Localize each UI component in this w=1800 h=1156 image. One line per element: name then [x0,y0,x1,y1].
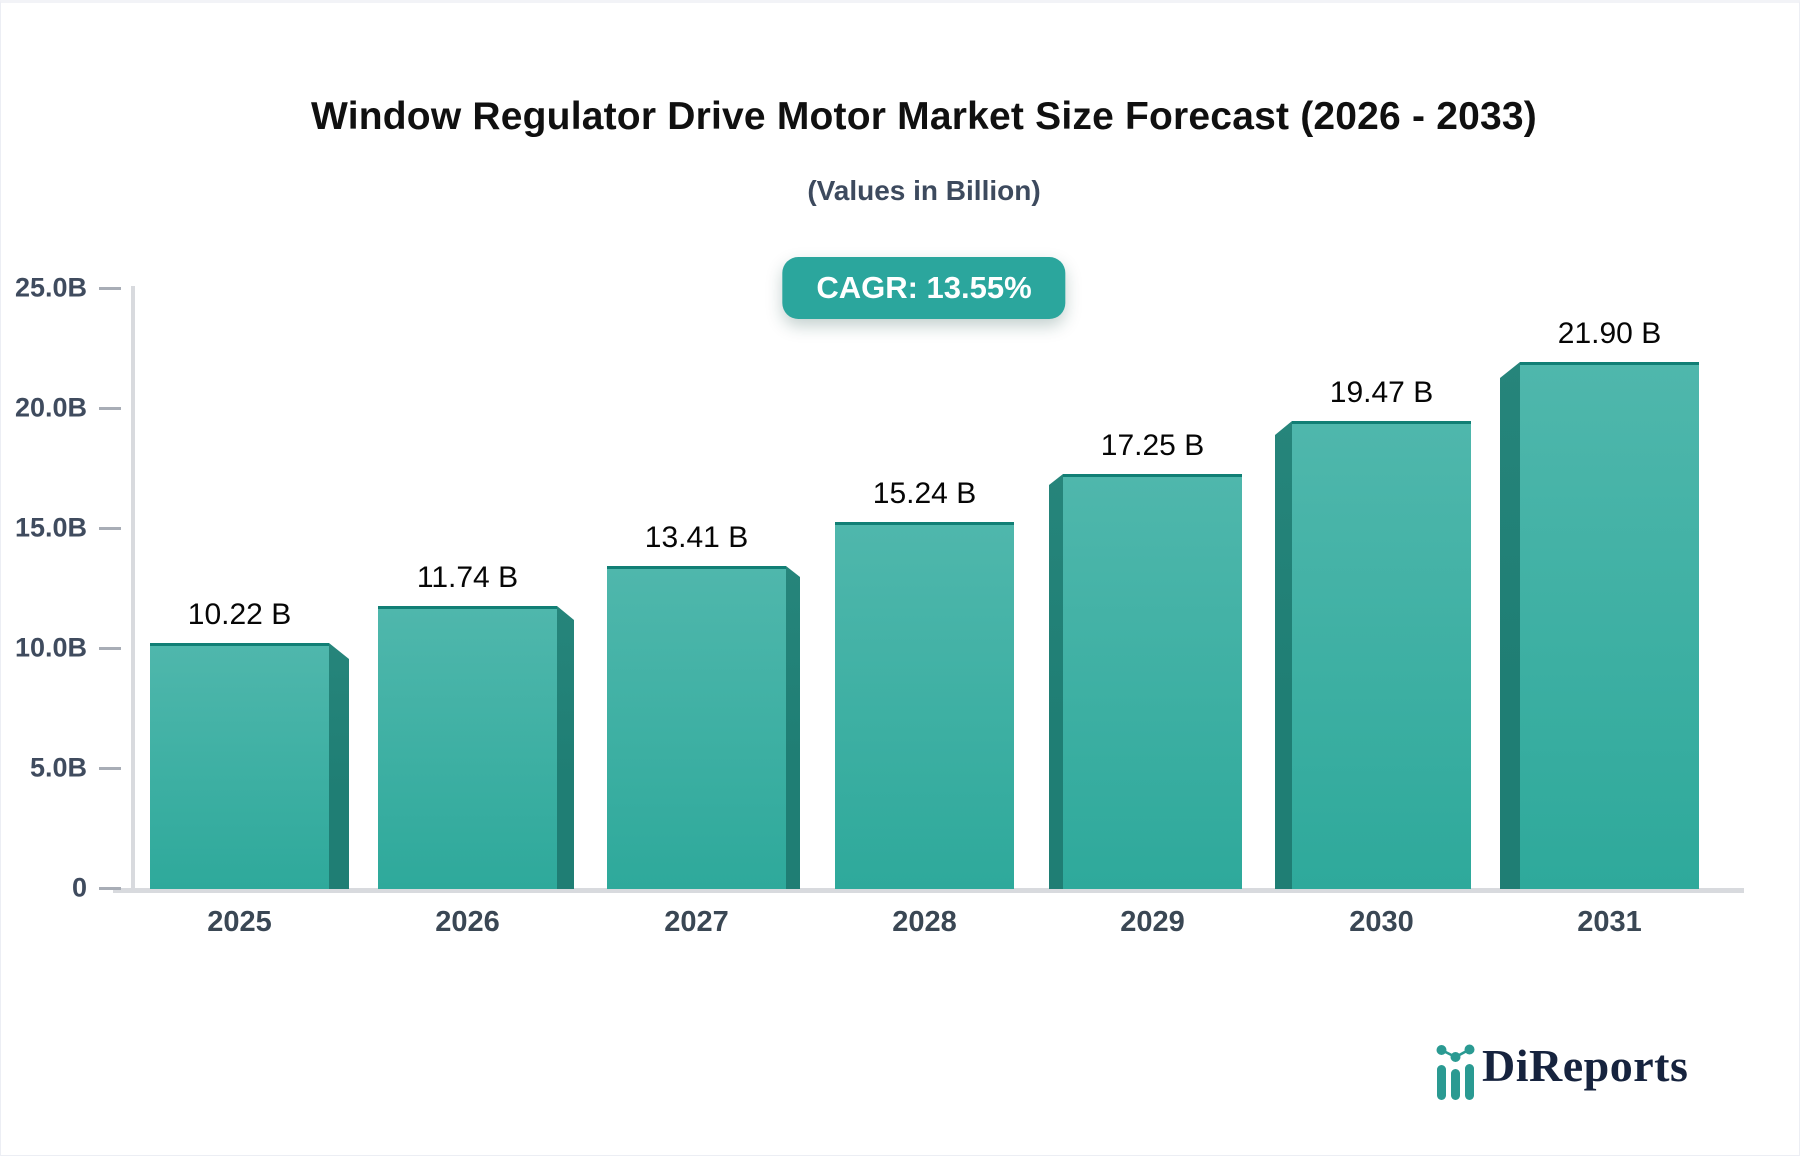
bar-2025[interactable] [150,643,329,889]
bar-2028[interactable] [835,522,1014,889]
cagr-badge: CAGR: 13.55% [782,257,1066,319]
y-axis-tick [99,287,121,290]
bar-value-label: 11.74 B [416,561,519,594]
bar-2027[interactable] [607,566,786,889]
bar-2030[interactable] [1292,421,1471,889]
bar-2031[interactable] [1520,362,1699,889]
y-axis-tick [99,527,121,530]
bar-side-face [786,566,800,889]
direports-logo: DiReports [1436,1036,1688,1102]
y-axis-tick [99,767,121,770]
bar-2026[interactable] [378,606,557,889]
logo-text: DiReports [1482,1040,1689,1091]
y-axis-tick-label: 10.0B [14,632,87,663]
chart-title: Window Regulator Drive Motor Market Size… [311,95,1537,138]
y-axis-tick-label: 20.0B [14,392,87,423]
bar-value-label: 15.24 B [872,477,977,510]
bar-value-label: 21.90 B [1557,317,1662,350]
x-axis-label: 2026 [435,906,500,938]
x-axis-label: 2025 [207,906,272,938]
chart-subtitle: (Values in Billion) [807,175,1041,206]
x-axis-label: 2030 [1349,906,1414,938]
x-axis-label: 2029 [1120,906,1185,938]
bar-value-label: 13.41 B [644,521,749,554]
y-axis-line [131,286,135,893]
x-axis-line [113,888,1744,893]
y-axis-tick [99,407,121,410]
y-axis-tick-label: 15.0B [14,512,87,543]
bar-2029[interactable] [1063,474,1242,889]
bar-value-label: 19.47 B [1329,376,1434,409]
y-axis-tick [99,647,121,650]
plot-area: 0 5.0B 10.0B 15.0B 20.0B 25.0B 10.22 B 2025 11.7… [1,3,1799,1155]
x-axis-label: 2027 [664,906,729,938]
bar-side-face [557,606,574,889]
y-axis-tick-label: 0 [71,872,87,903]
y-axis-tick [99,887,121,890]
x-axis-label: 2028 [892,906,957,938]
bar-value-label: 10.22 B [187,598,292,631]
bar-value-label: 17.25 B [1100,429,1205,462]
bar-side-face [329,643,349,889]
bar-side-face [1500,362,1520,889]
y-axis-tick-label: 5.0B [29,752,87,783]
bar-side-face [1275,421,1292,889]
x-axis-label: 2031 [1577,906,1642,938]
mini-bar-line-chart-icon [1436,1044,1475,1100]
bar-side-face [1049,474,1063,889]
y-axis-tick-label: 25.0B [14,272,87,303]
